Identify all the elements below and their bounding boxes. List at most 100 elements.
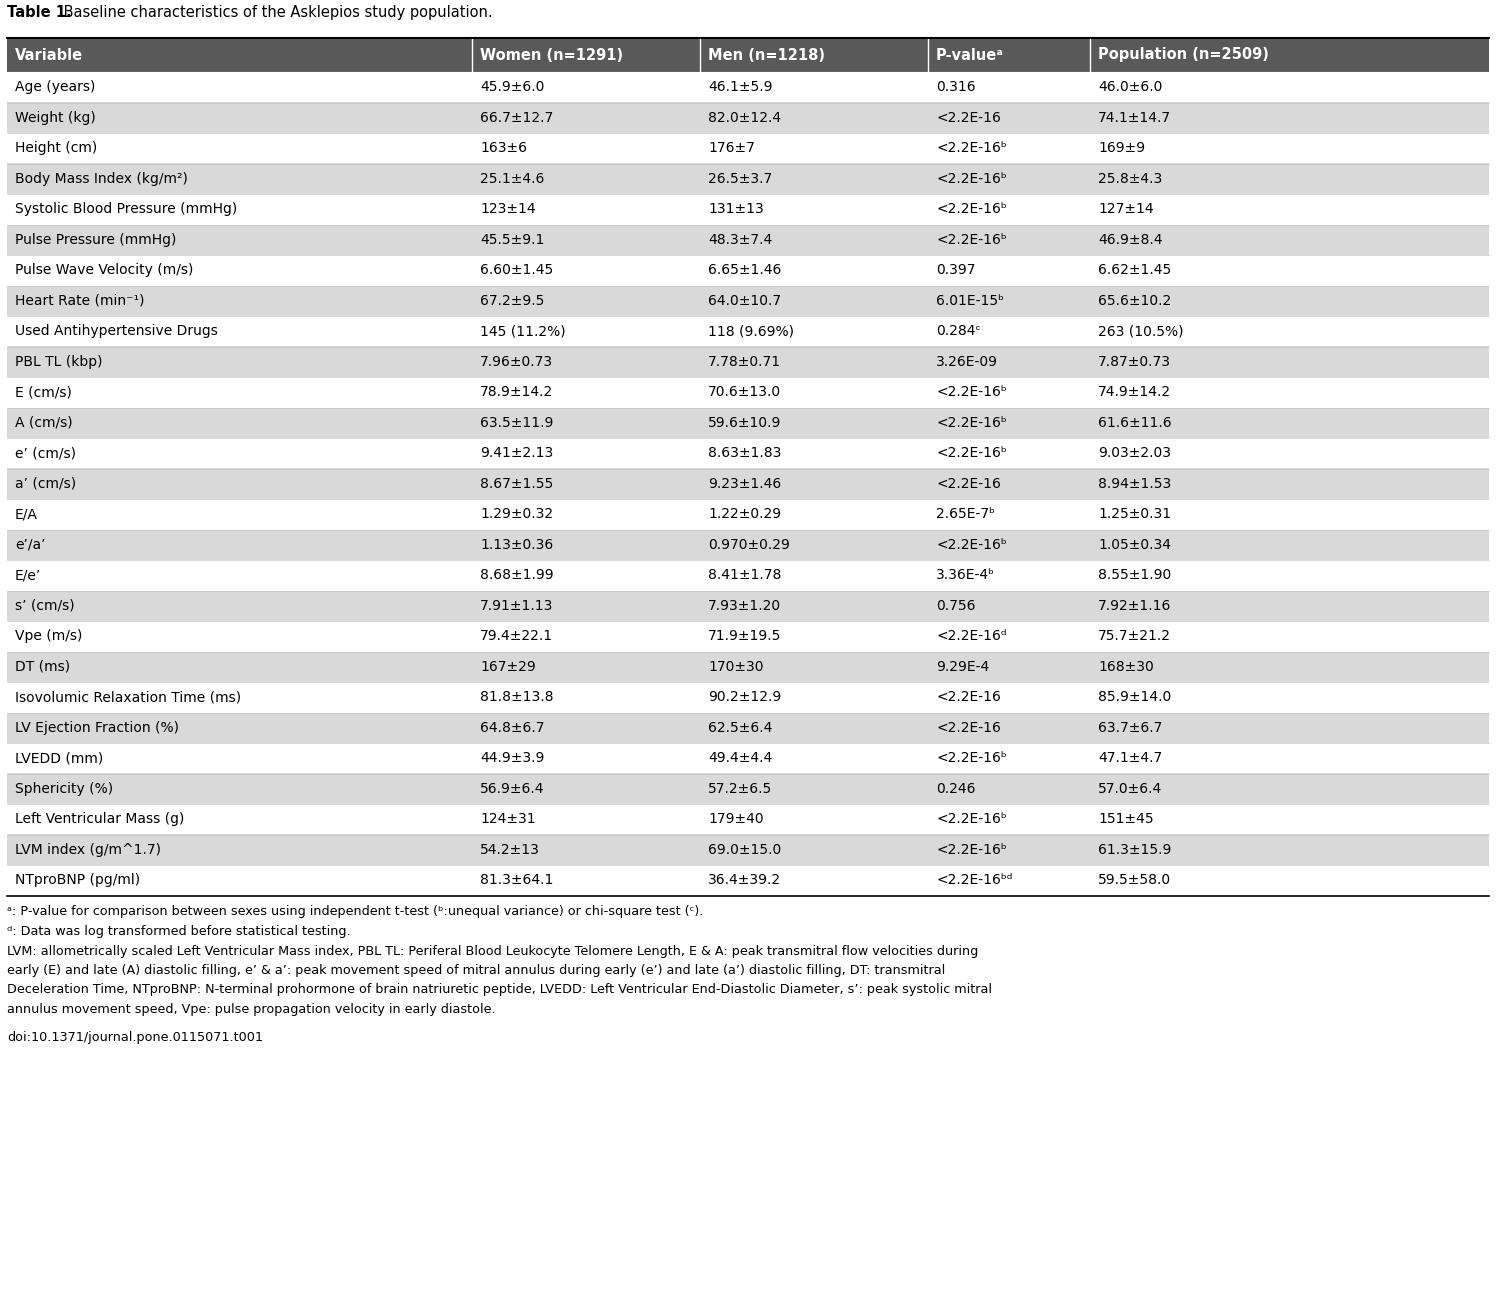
Text: 49.4±4.4: 49.4±4.4	[708, 751, 772, 765]
Text: <2.2E-16ᵇ: <2.2E-16ᵇ	[936, 415, 1007, 430]
Text: 81.8±13.8: 81.8±13.8	[480, 690, 554, 705]
Text: 25.8±4.3: 25.8±4.3	[1098, 172, 1162, 186]
Text: <2.2E-16ᵇ: <2.2E-16ᵇ	[936, 172, 1007, 186]
Text: 74.1±14.7: 74.1±14.7	[1098, 111, 1171, 124]
Bar	[7, 316, 1489, 347]
Text: <2.2E-16ᵇ: <2.2E-16ᵇ	[936, 233, 1007, 246]
Text: e’ (cm/s): e’ (cm/s)	[15, 447, 76, 460]
Text: 44.9±3.9: 44.9±3.9	[480, 751, 545, 765]
Text: 66.7±12.7: 66.7±12.7	[480, 111, 554, 124]
Text: ᵃ: P-value for comparison between sexes using independent t-test (ᵇ:unequal vari: ᵃ: P-value for comparison between sexes …	[7, 905, 703, 918]
Text: <2.2E-16ᵇ: <2.2E-16ᵇ	[936, 141, 1007, 156]
Bar	[7, 407, 1489, 438]
Text: 7.87±0.73: 7.87±0.73	[1098, 355, 1171, 368]
Bar	[7, 559, 1489, 591]
Text: 62.5±6.4: 62.5±6.4	[708, 721, 772, 735]
Text: 46.9±8.4: 46.9±8.4	[1098, 233, 1162, 246]
Text: 8.63±1.83: 8.63±1.83	[708, 447, 781, 460]
Text: <2.2E-16: <2.2E-16	[936, 690, 1001, 705]
Text: Population (n=2509): Population (n=2509)	[1098, 47, 1269, 63]
Text: <2.2E-16ᵈ: <2.2E-16ᵈ	[936, 629, 1007, 643]
Text: 56.9±6.4: 56.9±6.4	[480, 782, 545, 795]
Text: 179±40: 179±40	[708, 812, 763, 827]
Text: 7.78±0.71: 7.78±0.71	[708, 355, 781, 368]
Text: 0.316: 0.316	[936, 80, 975, 94]
Text: 26.5±3.7: 26.5±3.7	[708, 172, 772, 186]
Bar	[7, 194, 1489, 224]
Text: Age (years): Age (years)	[15, 80, 96, 94]
Text: 118 (9.69%): 118 (9.69%)	[708, 325, 794, 338]
Text: 8.94±1.53: 8.94±1.53	[1098, 477, 1171, 491]
Text: 79.4±22.1: 79.4±22.1	[480, 629, 554, 643]
Text: 90.2±12.9: 90.2±12.9	[708, 690, 781, 705]
Text: Isovolumic Relaxation Time (ms): Isovolumic Relaxation Time (ms)	[15, 690, 241, 705]
Text: 124±31: 124±31	[480, 812, 536, 827]
Text: 176±7: 176±7	[708, 141, 755, 156]
Text: 8.67±1.55: 8.67±1.55	[480, 477, 554, 491]
Text: Baseline characteristics of the Asklepios study population.: Baseline characteristics of the Asklepio…	[58, 5, 492, 20]
Text: <2.2E-16ᵇ: <2.2E-16ᵇ	[936, 202, 1007, 216]
Bar	[7, 743, 1489, 773]
Text: 3.36E-4ᵇ: 3.36E-4ᵇ	[936, 569, 995, 582]
Text: doi:10.1371/journal.pone.0115071.t001: doi:10.1371/journal.pone.0115071.t001	[7, 1031, 263, 1044]
Bar	[7, 591, 1489, 621]
Text: 81.3±64.1: 81.3±64.1	[480, 874, 554, 887]
Text: e’/a’: e’/a’	[15, 537, 45, 552]
Text: PBL TL (kbp): PBL TL (kbp)	[15, 355, 103, 368]
Text: 2.65E-7ᵇ: 2.65E-7ᵇ	[936, 507, 995, 521]
Text: Height (cm): Height (cm)	[15, 141, 97, 156]
Text: 7.91±1.13: 7.91±1.13	[480, 599, 554, 613]
Text: 9.29E-4: 9.29E-4	[936, 660, 989, 673]
Bar	[7, 102, 1489, 134]
Bar	[7, 804, 1489, 834]
Text: <2.2E-16ᵇ: <2.2E-16ᵇ	[936, 751, 1007, 765]
Bar	[7, 834, 1489, 865]
Text: 168±30: 168±30	[1098, 660, 1153, 673]
Text: 46.0±6.0: 46.0±6.0	[1098, 80, 1162, 94]
Text: <2.2E-16ᵇ: <2.2E-16ᵇ	[936, 842, 1007, 857]
Bar	[7, 72, 1489, 102]
Text: 7.93±1.20: 7.93±1.20	[708, 599, 781, 613]
Text: 0.246: 0.246	[936, 782, 975, 795]
Text: 75.7±21.2: 75.7±21.2	[1098, 629, 1171, 643]
Text: Women (n=1291): Women (n=1291)	[480, 47, 624, 63]
Text: 65.6±10.2: 65.6±10.2	[1098, 293, 1171, 308]
Text: 61.3±15.9: 61.3±15.9	[1098, 842, 1171, 857]
Bar	[7, 865, 1489, 896]
Text: Deceleration Time, NTproBNP: N-terminal prohormone of brain natriuretic peptide,: Deceleration Time, NTproBNP: N-terminal …	[7, 984, 992, 997]
Text: 263 (10.5%): 263 (10.5%)	[1098, 325, 1183, 338]
Bar	[7, 469, 1489, 499]
Text: 48.3±7.4: 48.3±7.4	[708, 233, 772, 246]
Text: 8.41±1.78: 8.41±1.78	[708, 569, 781, 582]
Text: 6.62±1.45: 6.62±1.45	[1098, 263, 1171, 278]
Text: 59.6±10.9: 59.6±10.9	[708, 415, 781, 430]
Text: 45.9±6.0: 45.9±6.0	[480, 80, 545, 94]
Text: Body Mass Index (kg/m²): Body Mass Index (kg/m²)	[15, 172, 188, 186]
Text: 57.2±6.5: 57.2±6.5	[708, 782, 772, 795]
Text: Systolic Blood Pressure (mmHg): Systolic Blood Pressure (mmHg)	[15, 202, 238, 216]
Text: 8.68±1.99: 8.68±1.99	[480, 569, 554, 582]
Text: 0.756: 0.756	[936, 599, 975, 613]
Text: 0.397: 0.397	[936, 263, 975, 278]
Text: 61.6±11.6: 61.6±11.6	[1098, 415, 1171, 430]
Text: 1.29±0.32: 1.29±0.32	[480, 507, 554, 521]
Text: 64.8±6.7: 64.8±6.7	[480, 721, 545, 735]
Text: 145 (11.2%): 145 (11.2%)	[480, 325, 565, 338]
Text: 57.0±6.4: 57.0±6.4	[1098, 782, 1162, 795]
Text: s’ (cm/s): s’ (cm/s)	[15, 599, 75, 613]
Text: 163±6: 163±6	[480, 141, 527, 156]
Text: Table 1.: Table 1.	[7, 5, 72, 20]
Bar	[7, 255, 1489, 286]
Text: 36.4±39.2: 36.4±39.2	[708, 874, 781, 887]
Text: 54.2±13: 54.2±13	[480, 842, 540, 857]
Text: Left Ventricular Mass (g): Left Ventricular Mass (g)	[15, 812, 184, 827]
Text: Sphericity (%): Sphericity (%)	[15, 782, 114, 795]
Text: 7.96±0.73: 7.96±0.73	[480, 355, 554, 368]
Text: 25.1±4.6: 25.1±4.6	[480, 172, 545, 186]
Text: 78.9±14.2: 78.9±14.2	[480, 385, 554, 400]
Bar	[7, 621, 1489, 651]
Text: ᵈ: Data was log transformed before statistical testing.: ᵈ: Data was log transformed before stati…	[7, 925, 350, 938]
Bar	[7, 683, 1489, 713]
Text: 131±13: 131±13	[708, 202, 764, 216]
Text: E (cm/s): E (cm/s)	[15, 385, 72, 400]
